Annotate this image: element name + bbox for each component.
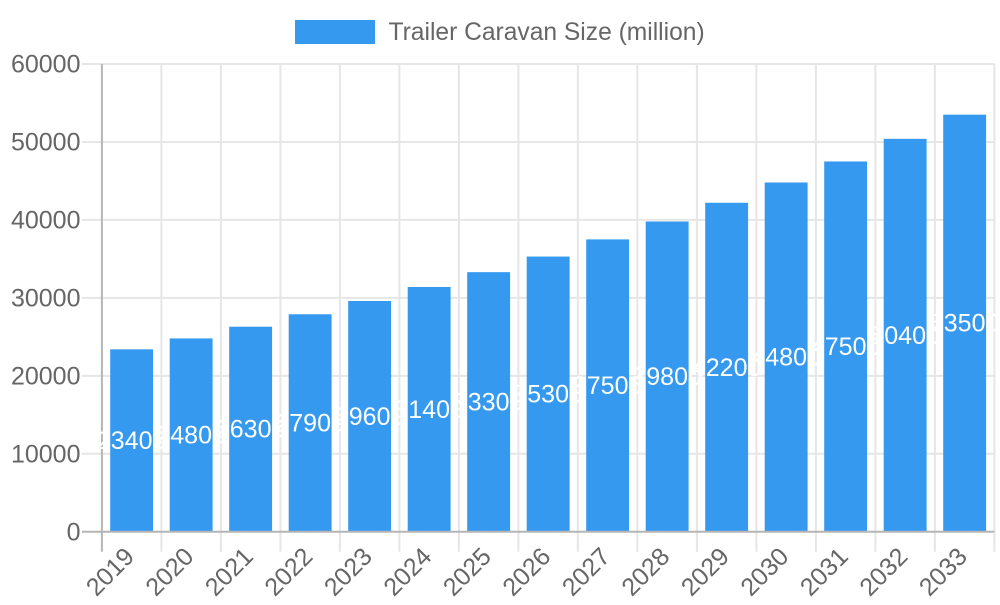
svg-text:35300: 35300 [513, 381, 583, 409]
svg-text:20000: 20000 [11, 362, 81, 390]
svg-text:23400: 23400 [97, 427, 167, 455]
svg-text:30000: 30000 [11, 284, 81, 312]
svg-text:26300: 26300 [216, 416, 286, 444]
svg-text:53500: 53500 [930, 310, 1000, 338]
svg-text:60000: 60000 [11, 51, 81, 79]
svg-text:27900: 27900 [275, 410, 345, 438]
svg-text:29600: 29600 [335, 403, 405, 431]
svg-text:37500: 37500 [573, 372, 643, 400]
svg-text:50400: 50400 [870, 322, 940, 350]
svg-text:39800: 39800 [632, 363, 702, 391]
svg-text:24800: 24800 [156, 422, 226, 450]
svg-text:31400: 31400 [394, 396, 464, 424]
svg-text:50000: 50000 [11, 128, 81, 156]
svg-text:10000: 10000 [11, 440, 81, 468]
svg-text:0: 0 [67, 518, 81, 546]
svg-text:42200: 42200 [692, 354, 762, 382]
svg-text:40000: 40000 [11, 206, 81, 234]
svg-text:Trailer Caravan Size (million): Trailer Caravan Size (million) [389, 19, 705, 46]
svg-text:33300: 33300 [454, 388, 524, 416]
svg-text:47500: 47500 [811, 333, 881, 361]
svg-text:44800: 44800 [751, 344, 821, 372]
